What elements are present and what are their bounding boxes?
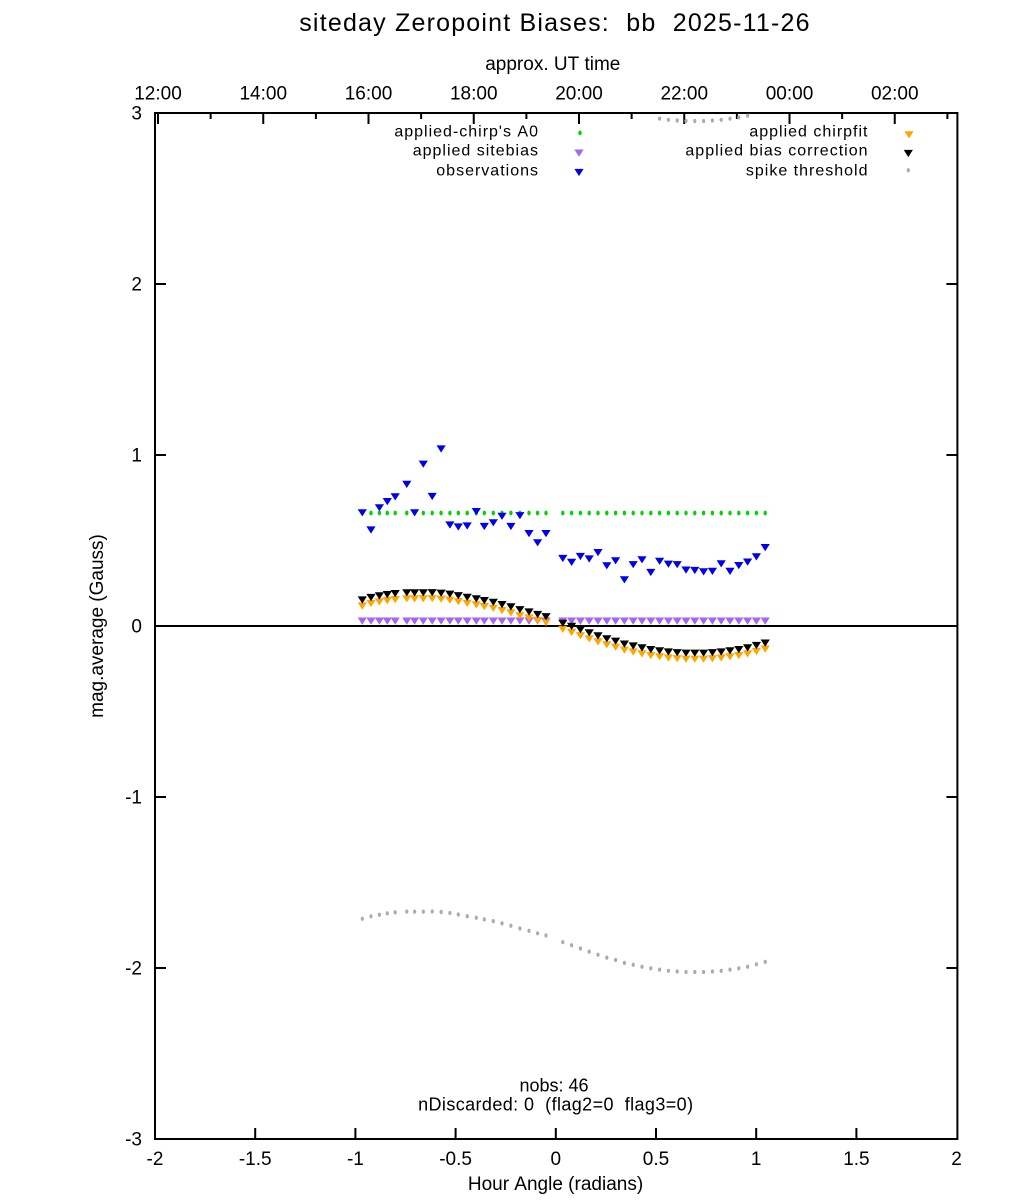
svg-text:22:00: 22:00 [660, 84, 708, 105]
svg-text:16:00: 16:00 [345, 84, 393, 105]
svg-text:approx. UT time: approx. UT time [485, 54, 620, 75]
svg-text:12:00: 12:00 [134, 84, 182, 105]
svg-text:nDiscarded: 0 (flag2=0 flag3: nDiscarded: 0 (flag2=0 flag3=0) [418, 1095, 693, 1115]
svg-text:-0.5: -0.5 [439, 1149, 472, 1170]
svg-text:-3: -3 [125, 1130, 142, 1151]
svg-text:observations: observations [436, 163, 539, 180]
svg-text:applied sitebias: applied sitebias [413, 143, 539, 160]
svg-text:-2: -2 [125, 959, 142, 980]
svg-text:2: 2 [951, 1149, 962, 1170]
svg-text:18:00: 18:00 [450, 84, 498, 105]
svg-text:applied-chirp's A0: applied-chirp's A0 [394, 123, 539, 140]
svg-text:1.5: 1.5 [843, 1149, 869, 1170]
svg-text:0.5: 0.5 [643, 1149, 669, 1170]
svg-text:00:00: 00:00 [766, 84, 814, 105]
svg-text:-1.5: -1.5 [239, 1149, 272, 1170]
svg-text:mag.average (Gauss): mag.average (Gauss) [87, 534, 108, 718]
svg-text:-1: -1 [125, 788, 142, 809]
svg-text:14:00: 14:00 [239, 84, 287, 105]
svg-text:1: 1 [131, 446, 142, 467]
svg-text:0: 0 [551, 1149, 562, 1170]
svg-text:3: 3 [131, 104, 142, 125]
svg-text:0: 0 [131, 617, 142, 638]
svg-text:20:00: 20:00 [555, 84, 603, 105]
svg-text:02:00: 02:00 [871, 84, 919, 105]
svg-text:Hour Angle (radians): Hour Angle (radians) [468, 1174, 643, 1195]
svg-text:-2: -2 [147, 1149, 164, 1170]
svg-text:applied chirpfit: applied chirpfit [749, 123, 868, 140]
svg-text:spike threshold: spike threshold [746, 163, 869, 180]
svg-text:-1: -1 [347, 1149, 364, 1170]
svg-text:nobs: 46: nobs: 46 [519, 1076, 588, 1096]
svg-text:2: 2 [131, 275, 142, 296]
svg-text:1: 1 [751, 1149, 762, 1170]
svg-text:siteday Zeropoint Biases: bb: siteday Zeropoint Biases: bb 2025-11-26 [299, 9, 811, 37]
svg-text:applied bias correction: applied bias correction [685, 143, 868, 160]
